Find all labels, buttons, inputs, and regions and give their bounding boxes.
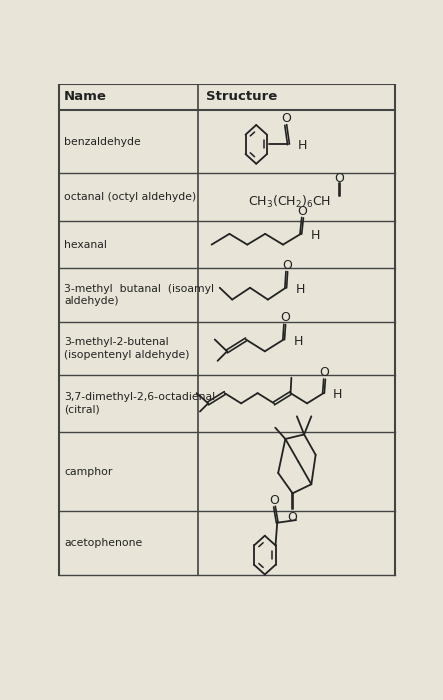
Text: O: O (288, 510, 298, 524)
Text: 3,7-dimethyl-2,6-octadienal
(citral): 3,7-dimethyl-2,6-octadienal (citral) (64, 392, 215, 414)
Text: O: O (319, 366, 330, 379)
Text: Name: Name (64, 90, 107, 104)
Text: O: O (280, 312, 290, 324)
Text: H: H (295, 283, 305, 296)
Text: CH$_3$(CH$_2$)$_6$CH: CH$_3$(CH$_2$)$_6$CH (248, 193, 331, 209)
Text: H: H (332, 389, 342, 401)
Text: camphor: camphor (64, 466, 113, 477)
Text: octanal (octyl aldehyde): octanal (octyl aldehyde) (64, 193, 196, 202)
Text: O: O (334, 172, 344, 186)
Text: 3-methyl  butanal  (isoamyl
aldehyde): 3-methyl butanal (isoamyl aldehyde) (64, 284, 214, 307)
Text: O: O (282, 258, 291, 272)
Text: H: H (293, 335, 303, 348)
Text: O: O (281, 112, 291, 125)
Text: hexanal: hexanal (64, 239, 107, 250)
Text: Structure: Structure (206, 90, 278, 104)
Text: H: H (298, 139, 307, 153)
Text: H: H (311, 230, 321, 242)
Text: acetophenone: acetophenone (64, 538, 142, 548)
Text: benzaldehyde: benzaldehyde (64, 136, 141, 147)
Text: 3-methyl-2-butenal
(isopentenyl aldehyde): 3-methyl-2-butenal (isopentenyl aldehyde… (64, 337, 190, 360)
Text: O: O (269, 494, 280, 507)
Text: O: O (298, 204, 307, 218)
